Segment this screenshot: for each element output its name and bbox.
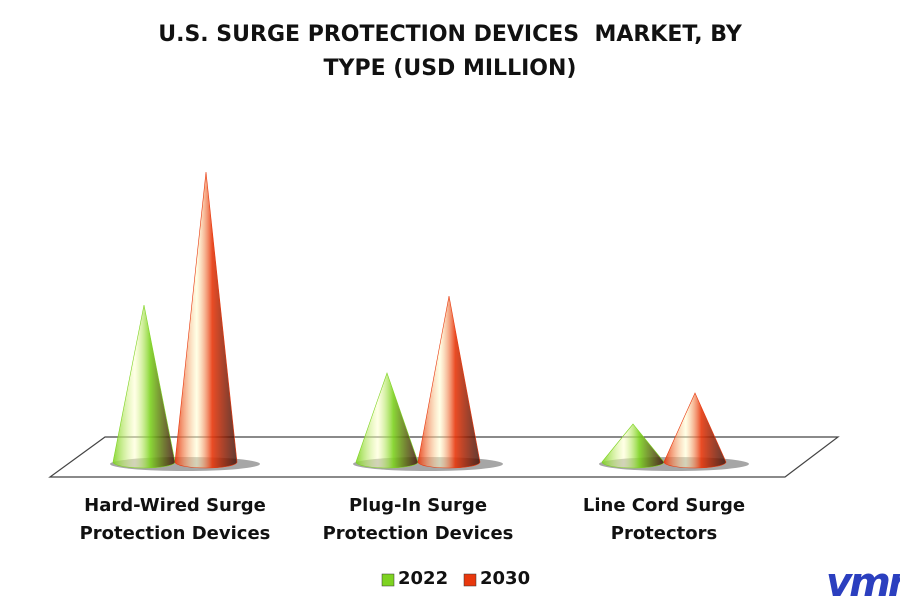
cone (417, 295, 481, 469)
cone (601, 423, 665, 469)
legend-marker (463, 573, 477, 587)
cone (174, 171, 238, 469)
cone (355, 372, 419, 469)
legend-label: 2022 (398, 568, 449, 589)
x-tick-label: Hard-Wired Surge Protection Devices (79, 495, 271, 544)
legend-label: 2030 (480, 568, 531, 589)
x-tick-label: Plug-In Surge Protection Devices (322, 495, 514, 544)
cone (112, 304, 176, 469)
x-tick-label: Line Cord Surge Protectors (582, 495, 746, 544)
logo: vmr (826, 560, 900, 606)
cone (663, 392, 727, 469)
chart-title: U.S. SURGE PROTECTION DEVICES MARKET, BY… (158, 22, 750, 81)
legend-marker (381, 573, 395, 587)
